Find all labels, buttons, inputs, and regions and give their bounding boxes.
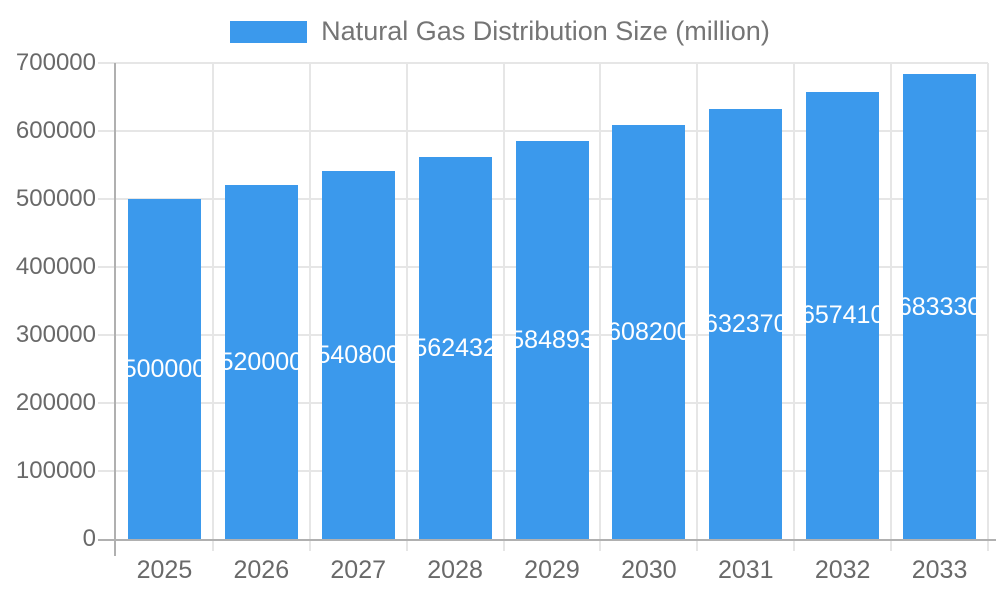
x-axis-tick-label: 2025 <box>136 556 193 584</box>
y-axis-tick-label: 100000 <box>15 457 96 484</box>
bar-2026[interactable]: 520000 <box>224 185 298 539</box>
y-axis-tick-label: 600000 <box>15 117 96 144</box>
x-gridline <box>987 63 989 551</box>
x-gridline <box>599 63 602 551</box>
bar-value-label: 500000 <box>127 355 201 383</box>
y-axis-tick-label: 300000 <box>15 321 96 348</box>
bar-value-label: 683330 <box>903 292 977 321</box>
bar-2028[interactable]: 562432 <box>418 156 492 539</box>
bar-2033[interactable]: 683330 <box>903 74 977 539</box>
y-axis-line <box>114 63 116 556</box>
x-axis-tick-label: 2032 <box>814 556 871 584</box>
bar-value-label: 657410 <box>806 301 880 330</box>
bar-value-label: 520000 <box>224 348 298 377</box>
x-gridline <box>405 63 408 551</box>
x-axis-tick-label: 2033 <box>911 556 968 584</box>
x-axis-tick-label: 2031 <box>717 556 774 584</box>
bar-value-label: 562432 <box>418 333 492 362</box>
x-axis-tick-label: 2028 <box>427 556 483 584</box>
x-gridline <box>502 63 505 551</box>
bar-2029[interactable]: 584893 <box>515 141 589 539</box>
x-axis-tick-label: 2029 <box>524 556 580 584</box>
y-axis-tick-label: 400000 <box>15 253 96 280</box>
bar-value-label: 608200 <box>612 318 686 347</box>
y-gridline <box>98 130 988 132</box>
x-gridline <box>793 63 796 551</box>
bar-2030[interactable]: 608200 <box>612 125 686 539</box>
x-gridline <box>696 63 699 551</box>
x-gridline <box>308 63 311 551</box>
y-axis-tick-label: 0 <box>82 525 96 552</box>
x-axis-tick-label: 2027 <box>330 556 387 584</box>
bar-value-label: 540800 <box>321 341 395 370</box>
x-axis-tick-label: 2026 <box>233 556 290 584</box>
bar-2032[interactable]: 657410 <box>806 91 880 539</box>
legend-swatch <box>230 20 308 43</box>
x-axis-tick-label: 2030 <box>621 556 677 584</box>
y-gridline <box>98 62 988 64</box>
bar-value-label: 584893 <box>515 326 589 355</box>
legend-label: Natural Gas Distribution Size (million) <box>321 16 770 46</box>
bar-2025[interactable]: 500000 <box>127 199 201 539</box>
x-gridline <box>890 63 893 551</box>
bar-value-label: 632370 <box>709 309 783 338</box>
x-axis-line <box>98 539 996 541</box>
bar-2027[interactable]: 540800 <box>321 171 395 539</box>
y-axis-tick-label: 700000 <box>15 49 96 76</box>
bar-2031[interactable]: 632370 <box>709 108 783 539</box>
x-gridline <box>211 63 214 551</box>
y-axis-tick-label: 500000 <box>15 185 96 212</box>
chart-legend: Natural Gas Distribution Size (million) <box>0 18 1000 45</box>
y-axis-tick-label: 200000 <box>15 389 96 416</box>
